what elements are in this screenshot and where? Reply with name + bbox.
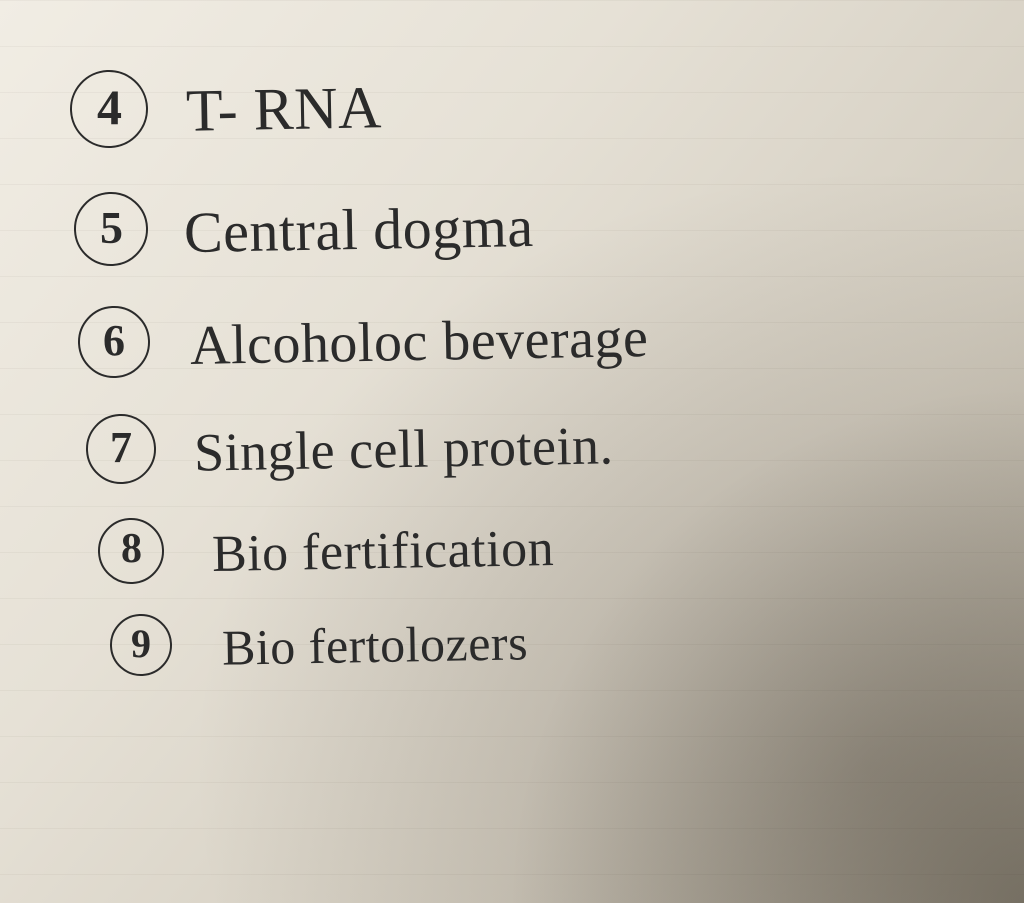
- bullet-number: 9: [131, 620, 151, 667]
- list-item: 7 Single cell protein.: [86, 414, 970, 484]
- numbered-list: 4 T- RNA 5 Central dogma 6 Alcoholoc bev…: [70, 70, 970, 676]
- item-text: Bio fertification: [212, 519, 555, 584]
- list-item: 4 T- RNA: [70, 70, 970, 148]
- bullet-circle: 4: [68, 68, 150, 150]
- bullet-number: 5: [100, 201, 123, 254]
- handwritten-page: 4 T- RNA 5 Central dogma 6 Alcoholoc bev…: [0, 0, 1024, 903]
- bullet-circle: 7: [84, 412, 158, 486]
- bullet-circle: 5: [72, 190, 150, 268]
- list-item: 5 Central dogma: [74, 192, 970, 266]
- item-text: Bio fertolozers: [222, 613, 529, 676]
- bullet-number: 6: [103, 315, 125, 366]
- list-item: 6 Alcoholoc beverage: [78, 306, 970, 378]
- bullet-number: 4: [97, 78, 122, 136]
- item-text: T- RNA: [185, 73, 382, 145]
- bullet-number: 7: [110, 422, 132, 473]
- list-item: 9 Bio fertolozers: [110, 614, 970, 676]
- list-item: 8 Bio fertification: [98, 518, 970, 584]
- item-text: Alcoholoc beverage: [189, 306, 648, 378]
- item-text: Single cell protein.: [193, 414, 613, 483]
- bullet-circle: 9: [108, 612, 173, 677]
- item-text: Central dogma: [183, 192, 534, 265]
- bullet-number: 8: [121, 525, 142, 573]
- bullet-circle: 8: [96, 516, 165, 585]
- bullet-circle: 6: [76, 304, 152, 380]
